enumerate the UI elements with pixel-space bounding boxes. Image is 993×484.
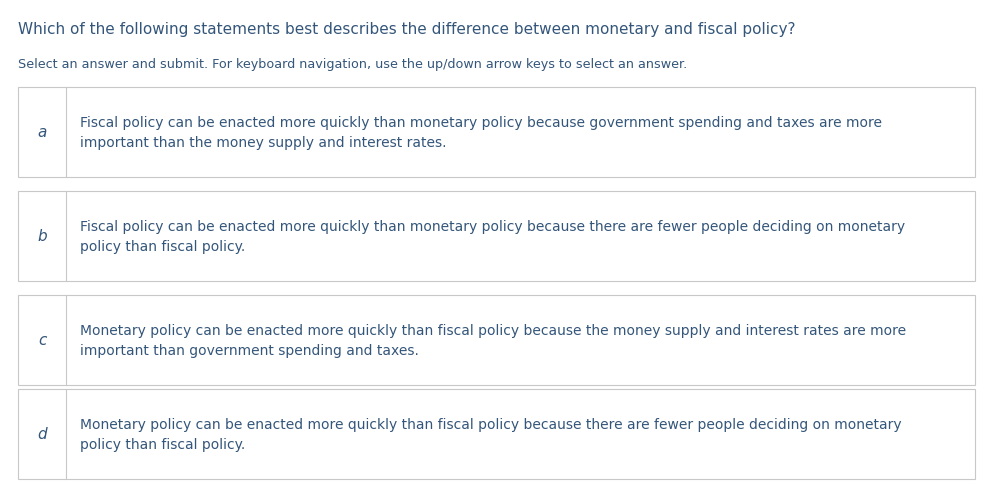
Bar xyxy=(18,389,975,479)
Text: c: c xyxy=(38,333,47,348)
Text: Monetary policy can be enacted more quickly than fiscal policy because the money: Monetary policy can be enacted more quic… xyxy=(80,323,907,357)
Text: Fiscal policy can be enacted more quickly than monetary policy because there are: Fiscal policy can be enacted more quickl… xyxy=(80,220,906,254)
Text: Which of the following statements best describes the difference between monetary: Which of the following statements best d… xyxy=(18,22,795,37)
Bar xyxy=(18,88,975,178)
Bar xyxy=(18,295,975,385)
Text: d: d xyxy=(37,426,47,441)
Text: b: b xyxy=(37,229,47,244)
Text: a: a xyxy=(38,125,47,140)
Text: Monetary policy can be enacted more quickly than fiscal policy because there are: Monetary policy can be enacted more quic… xyxy=(80,417,902,451)
Bar xyxy=(18,192,975,281)
Text: Select an answer and submit. For keyboard navigation, use the up/down arrow keys: Select an answer and submit. For keyboar… xyxy=(18,58,687,71)
Text: Fiscal policy can be enacted more quickly than monetary policy because governmen: Fiscal policy can be enacted more quickl… xyxy=(80,116,882,150)
